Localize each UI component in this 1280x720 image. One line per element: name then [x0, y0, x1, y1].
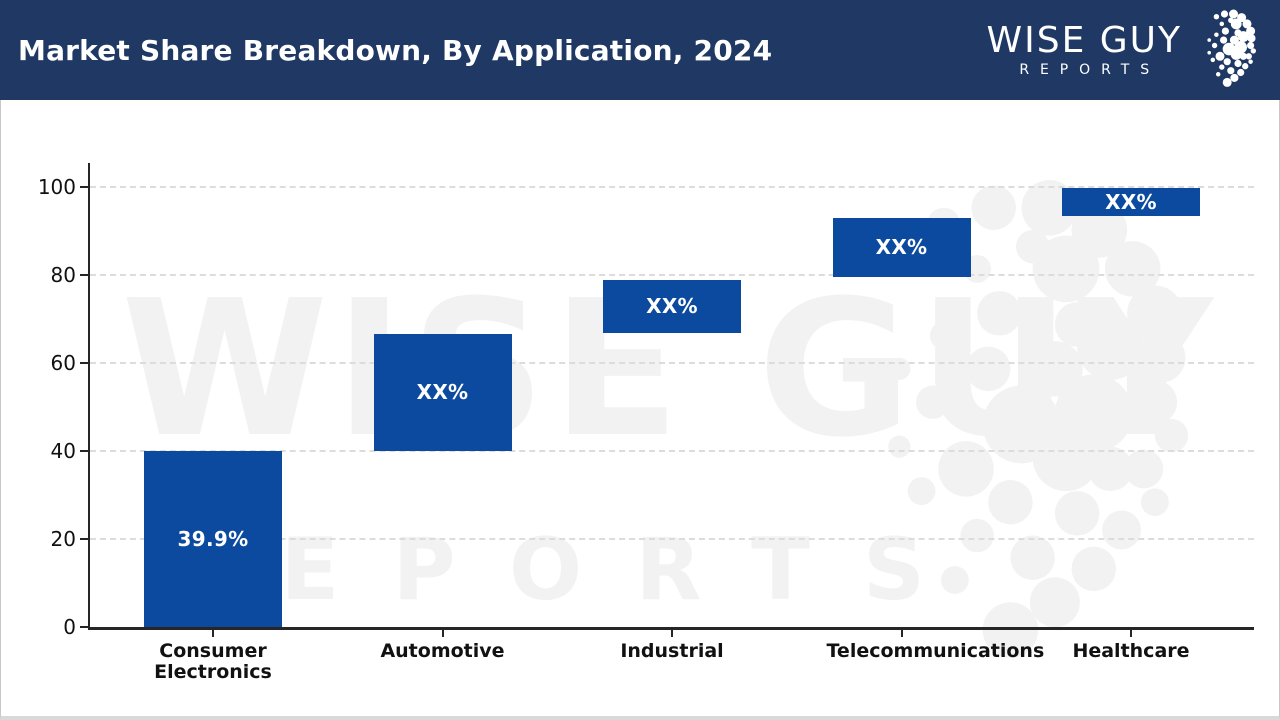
header-bar: Market Share Breakdown, By Application, … [0, 0, 1280, 100]
y-tick-label-100: 100 [37, 175, 76, 199]
gridline-60 [90, 362, 1254, 364]
logo-subtext: REPORTS [1019, 62, 1161, 78]
y-tick-0 [80, 626, 88, 628]
y-tick-40 [80, 450, 88, 452]
bar-industrial: XX% [603, 279, 741, 333]
x-axis-line [88, 627, 1254, 630]
y-tick-80 [80, 274, 88, 276]
y-tick-20 [80, 538, 88, 540]
x-tick-0 [212, 630, 214, 637]
page-title: Market Share Breakdown, By Application, … [18, 33, 773, 67]
wise-guy-logo: WISE GUY REPORTS [986, 8, 1256, 92]
bar-value-label: XX% [1105, 189, 1157, 214]
y-tick-label-20: 20 [50, 527, 76, 551]
bar-telecommunications: XX% [832, 217, 971, 278]
y-tick-60 [80, 362, 88, 364]
category-label: Telecommunications [826, 640, 1045, 662]
category-label: Consumer Electronics [154, 640, 272, 683]
y-axis-line [88, 162, 90, 630]
bar-consumer-electronics: 39.9% [144, 451, 282, 627]
x-tick-4 [1130, 630, 1132, 637]
chart-canvas: WISE GUY REPORTS 0 20 40 60 80 100 39.9% Consum… [0, 100, 1280, 720]
x-tick-2 [671, 630, 673, 637]
y-tick-label-0: 0 [63, 615, 76, 639]
y-tick-100 [80, 186, 88, 188]
gridline-20 [90, 538, 1254, 540]
y-tick-label-40: 40 [50, 439, 76, 463]
y-tick-label-80: 80 [50, 263, 76, 287]
bar-value-label: XX% [416, 380, 469, 405]
logo-wordmark: WISE GUY [986, 20, 1182, 61]
bar-value-label: XX% [875, 235, 928, 260]
bar-healthcare: XX% [1062, 187, 1200, 217]
gridline-100 [90, 186, 1254, 188]
category-label: Automotive [380, 640, 505, 662]
wise-guy-face-icon [1207, 9, 1256, 87]
x-tick-3 [900, 630, 903, 637]
wise-guy-logo-text: WISE GUY REPORTS [986, 20, 1183, 79]
plot-area: 0 20 40 60 80 100 39.9% Consumer Electronics XX%… [1, 100, 1279, 716]
gridline-40 [90, 450, 1254, 452]
bar-value-label: 39.9% [177, 527, 249, 552]
y-tick-label-60: 60 [50, 351, 76, 375]
category-label: Healthcare [1072, 640, 1190, 662]
x-tick-1 [441, 630, 444, 637]
gridline-80 [90, 274, 1254, 276]
bar-value-label: XX% [646, 294, 698, 319]
bar-automotive: XX% [373, 333, 512, 451]
category-label: Industrial [620, 640, 724, 662]
